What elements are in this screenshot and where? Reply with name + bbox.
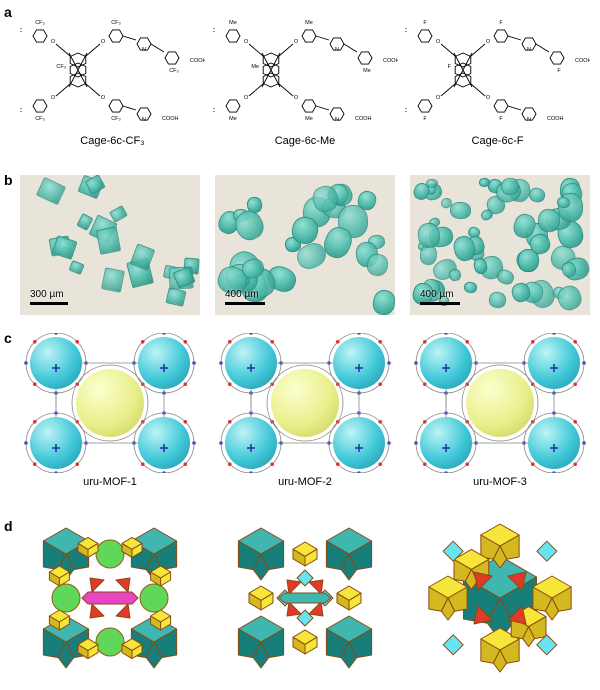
mof-cell-1: uru-MOF-2 <box>215 333 395 498</box>
poly-cell-1 <box>215 520 395 675</box>
svg-text:N: N <box>527 117 531 123</box>
mof-diagram-2 <box>410 333 590 473</box>
row-b: 300 µm 400 µm 400 µm <box>20 175 590 320</box>
scalebar-line-0 <box>30 302 68 305</box>
svg-text:CF₃: CF₃ <box>56 64 66 70</box>
micro-cell-0: 300 µm <box>20 175 200 315</box>
svg-text:HOOC: HOOC <box>405 28 407 34</box>
chem-structure-0: O N COOH CF₃ CF₃ O CF₃ HOOC O N COOH CF₃ O CF₃ HOOC CF₃ <box>20 8 205 133</box>
svg-text:COOH: COOH <box>355 116 372 122</box>
panel-label-b: b <box>4 172 13 188</box>
poly-diagram-0 <box>20 520 200 675</box>
chem-structure-1: O N COOH Me Me O Me HOOC O N COOH Me O Me HOOC Me <box>213 8 398 133</box>
svg-text:O: O <box>486 95 491 101</box>
svg-text:HOOC: HOOC <box>213 28 215 34</box>
micrograph-0: 300 µm <box>20 175 200 315</box>
chem-caption-1: Cage-6c-Me <box>213 135 398 147</box>
svg-text:O: O <box>101 39 106 45</box>
svg-text:CF₃: CF₃ <box>169 68 179 74</box>
svg-text:O: O <box>51 39 56 45</box>
svg-text:O: O <box>293 95 298 101</box>
svg-text:O: O <box>51 95 56 101</box>
svg-text:Me: Me <box>363 68 371 74</box>
row-c: uru-MOF-1 uru-MOF-2 uru-MOF-3 <box>20 333 590 503</box>
svg-text:N: N <box>335 117 339 123</box>
scalebar-line-1 <box>225 302 265 305</box>
mof-caption-0: uru-MOF-1 <box>20 476 200 488</box>
mof-cell-0: uru-MOF-1 <box>20 333 200 498</box>
svg-text:F: F <box>423 116 427 122</box>
svg-text:F: F <box>448 64 452 70</box>
svg-text:Me: Me <box>229 20 237 26</box>
scalebar-text-2: 400 µm <box>420 289 454 300</box>
svg-text:N: N <box>142 117 146 123</box>
svg-text:CF₃: CF₃ <box>111 116 121 122</box>
svg-text:HOOC: HOOC <box>213 108 215 114</box>
svg-text:COOH: COOH <box>547 116 564 122</box>
micro-cell-1: 400 µm <box>215 175 395 315</box>
svg-text:F: F <box>423 20 427 26</box>
svg-text:CF₃: CF₃ <box>35 116 45 122</box>
svg-text:O: O <box>101 95 106 101</box>
mof-diagram-1 <box>215 333 395 473</box>
row-a: O N COOH CF₃ CF₃ O CF₃ HOOC O N COOH CF₃ O CF₃ HOOC CF₃… <box>20 8 590 168</box>
svg-text:HOOC: HOOC <box>405 108 407 114</box>
svg-text:F: F <box>499 116 503 122</box>
chem-cell-0: O N COOH CF₃ CF₃ O CF₃ HOOC O N COOH CF₃ O CF₃ HOOC CF₃… <box>20 8 205 163</box>
panel-label-a: a <box>4 4 12 20</box>
svg-text:O: O <box>243 39 248 45</box>
scalebar-2: 400 µm <box>420 289 460 305</box>
svg-text:COOH: COOH <box>575 58 590 64</box>
chem-cell-2: O N COOH F F O F HOOC O N COOH F O F HOOC F Cage-6c-F <box>405 8 590 163</box>
mof-caption-1: uru-MOF-2 <box>215 476 395 488</box>
svg-text:Me: Me <box>229 116 237 122</box>
poly-diagram-1 <box>215 520 395 675</box>
svg-text:O: O <box>243 95 248 101</box>
poly-diagram-2 <box>410 520 590 675</box>
poly-cell-2 <box>410 520 590 675</box>
svg-text:COOH: COOH <box>383 58 398 64</box>
svg-text:CF₃: CF₃ <box>35 20 45 26</box>
svg-text:HOOC: HOOC <box>20 28 22 34</box>
mof-diagram-0 <box>20 333 200 473</box>
svg-text:HOOC: HOOC <box>20 108 22 114</box>
svg-text:N: N <box>527 47 531 53</box>
scalebar-1: 400 µm <box>225 289 265 305</box>
poly-cell-0 <box>20 520 200 675</box>
svg-text:Me: Me <box>251 64 259 70</box>
svg-text:O: O <box>436 95 441 101</box>
svg-text:N: N <box>335 47 339 53</box>
chem-caption-0: Cage-6c-CF₃ <box>20 135 205 147</box>
mof-caption-2: uru-MOF-3 <box>410 476 590 488</box>
panel-label-c: c <box>4 330 12 346</box>
scalebar-text-0: 300 µm <box>30 289 64 300</box>
svg-text:N: N <box>142 47 146 53</box>
svg-text:Me: Me <box>305 20 313 26</box>
micro-cell-2: 400 µm <box>410 175 590 315</box>
scalebar-text-1: 400 µm <box>225 289 259 300</box>
scalebar-0: 300 µm <box>30 289 68 305</box>
chem-cell-1: O N COOH Me Me O Me HOOC O N COOH Me O Me HOOC Me Cage-… <box>213 8 398 163</box>
svg-text:O: O <box>486 39 491 45</box>
chem-caption-2: Cage-6c-F <box>405 135 590 147</box>
svg-text:F: F <box>557 68 561 74</box>
mof-cell-2: uru-MOF-3 <box>410 333 590 498</box>
svg-text:F: F <box>499 20 503 26</box>
panel-label-d: d <box>4 518 13 534</box>
scalebar-line-2 <box>420 302 460 305</box>
svg-text:COOH: COOH <box>190 58 205 64</box>
row-d <box>20 520 590 680</box>
micrograph-1: 400 µm <box>215 175 395 315</box>
svg-text:Me: Me <box>305 116 313 122</box>
micrograph-2: 400 µm <box>410 175 590 315</box>
svg-text:COOH: COOH <box>162 116 179 122</box>
svg-text:O: O <box>436 39 441 45</box>
chem-structure-2: O N COOH F F O F HOOC O N COOH F O F HOOC F <box>405 8 590 133</box>
svg-text:O: O <box>293 39 298 45</box>
svg-text:CF₃: CF₃ <box>111 20 121 26</box>
